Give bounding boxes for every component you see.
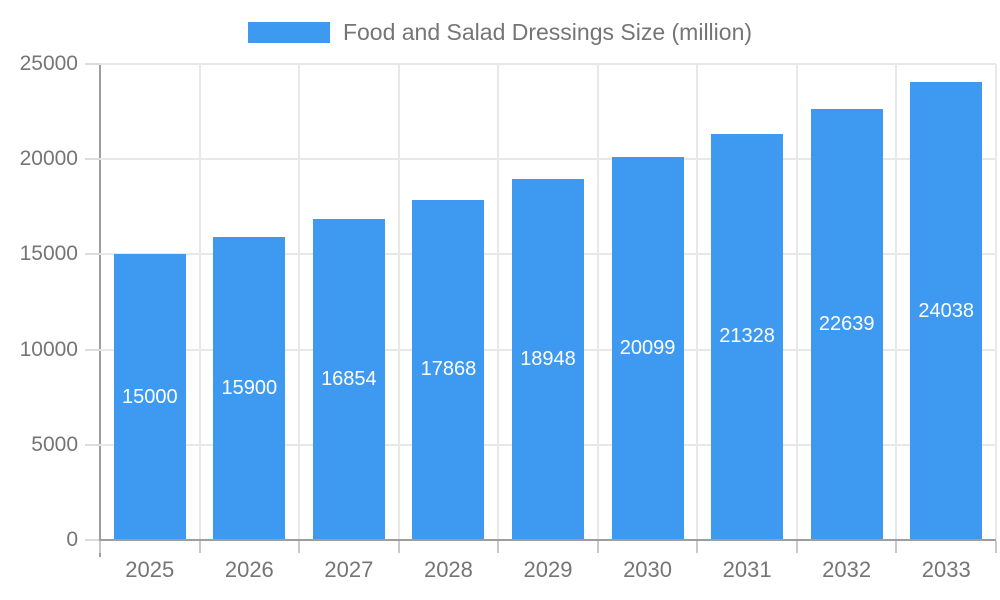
y-axis-tick-label: 5000	[31, 432, 78, 456]
x-axis-tick-label: 2026	[224, 557, 274, 582]
legend-label: Food and Salad Dressings Size (million)	[342, 19, 753, 45]
y-axis-tick-label: 25000	[19, 52, 78, 75]
v-gridline	[596, 64, 599, 540]
bar-value-label: 21328	[719, 325, 775, 348]
x-axis-tick-label: 2028	[423, 557, 473, 582]
v-gridline	[497, 64, 500, 540]
bar: 16854	[312, 219, 385, 540]
bar: 20099	[611, 157, 684, 540]
y-axis-tick	[85, 158, 100, 161]
chart-legend: Food and Salad Dressings Size (million)	[0, 19, 1000, 46]
v-gridline	[995, 64, 997, 540]
x-axis-tick-label: 2025	[125, 557, 175, 582]
y-axis-tick-label: 15000	[19, 242, 78, 266]
y-axis-tick	[85, 539, 100, 541]
bar-value-label: 20099	[619, 337, 676, 360]
bar: 22639	[810, 108, 883, 540]
y-axis-tick	[85, 253, 100, 256]
plot-area: 15000 15900 16854 17868 18948 20099 21328 22639…	[100, 63, 997, 540]
y-axis-tick-label: 20000	[19, 147, 78, 171]
x-axis-tick	[497, 541, 500, 553]
bar-value-label: 22639	[818, 312, 875, 335]
x-axis-tick	[298, 541, 301, 553]
h-gridline	[100, 158, 996, 161]
bar: 15000	[113, 254, 186, 540]
y-axis-tick	[85, 348, 100, 351]
x-axis-tick-label: 2031	[722, 557, 772, 582]
bar-value-label: 15000	[121, 385, 178, 408]
y-axis-tick-label: 0	[66, 528, 78, 551]
x-axis-tick	[895, 541, 898, 553]
bar: 15900	[213, 237, 286, 540]
legend-swatch	[247, 22, 330, 43]
x-axis-tick-label: 2029	[523, 557, 573, 582]
bar-value-label: 18948	[520, 348, 576, 371]
y-axis-tick	[85, 63, 100, 65]
y-axis-line	[99, 64, 101, 557]
v-gridline	[298, 64, 301, 540]
bar: 17868	[412, 199, 485, 540]
v-gridline	[795, 64, 798, 540]
bar-value-label: 24038	[918, 299, 975, 322]
x-axis-tick	[696, 541, 699, 553]
bar: 18948	[512, 179, 584, 540]
y-axis-tick-label: 10000	[19, 337, 78, 361]
v-gridline	[198, 64, 201, 540]
bar: 24038	[910, 82, 983, 540]
y-axis-tick	[85, 443, 100, 446]
v-gridline	[696, 64, 699, 540]
bar-value-label: 15900	[221, 377, 278, 400]
x-axis-tick-label: 2027	[324, 557, 374, 582]
x-axis-tick	[397, 541, 400, 553]
x-axis-tick	[795, 541, 798, 553]
x-axis-tick	[596, 541, 599, 553]
x-axis-tick-label: 2032	[822, 557, 872, 582]
v-gridline	[397, 64, 400, 540]
x-axis-line	[99, 539, 996, 541]
x-axis-tick-label: 2030	[623, 557, 673, 582]
bar: 21328	[711, 133, 784, 540]
v-gridline	[895, 64, 898, 540]
h-gridline	[100, 63, 996, 65]
x-axis-tick	[99, 541, 101, 553]
x-axis-tick-label: 2033	[921, 557, 971, 582]
bar-value-label: 16854	[321, 368, 377, 391]
x-axis-tick	[198, 541, 201, 553]
x-axis-tick	[995, 541, 997, 553]
bar-value-label: 17868	[420, 358, 477, 381]
